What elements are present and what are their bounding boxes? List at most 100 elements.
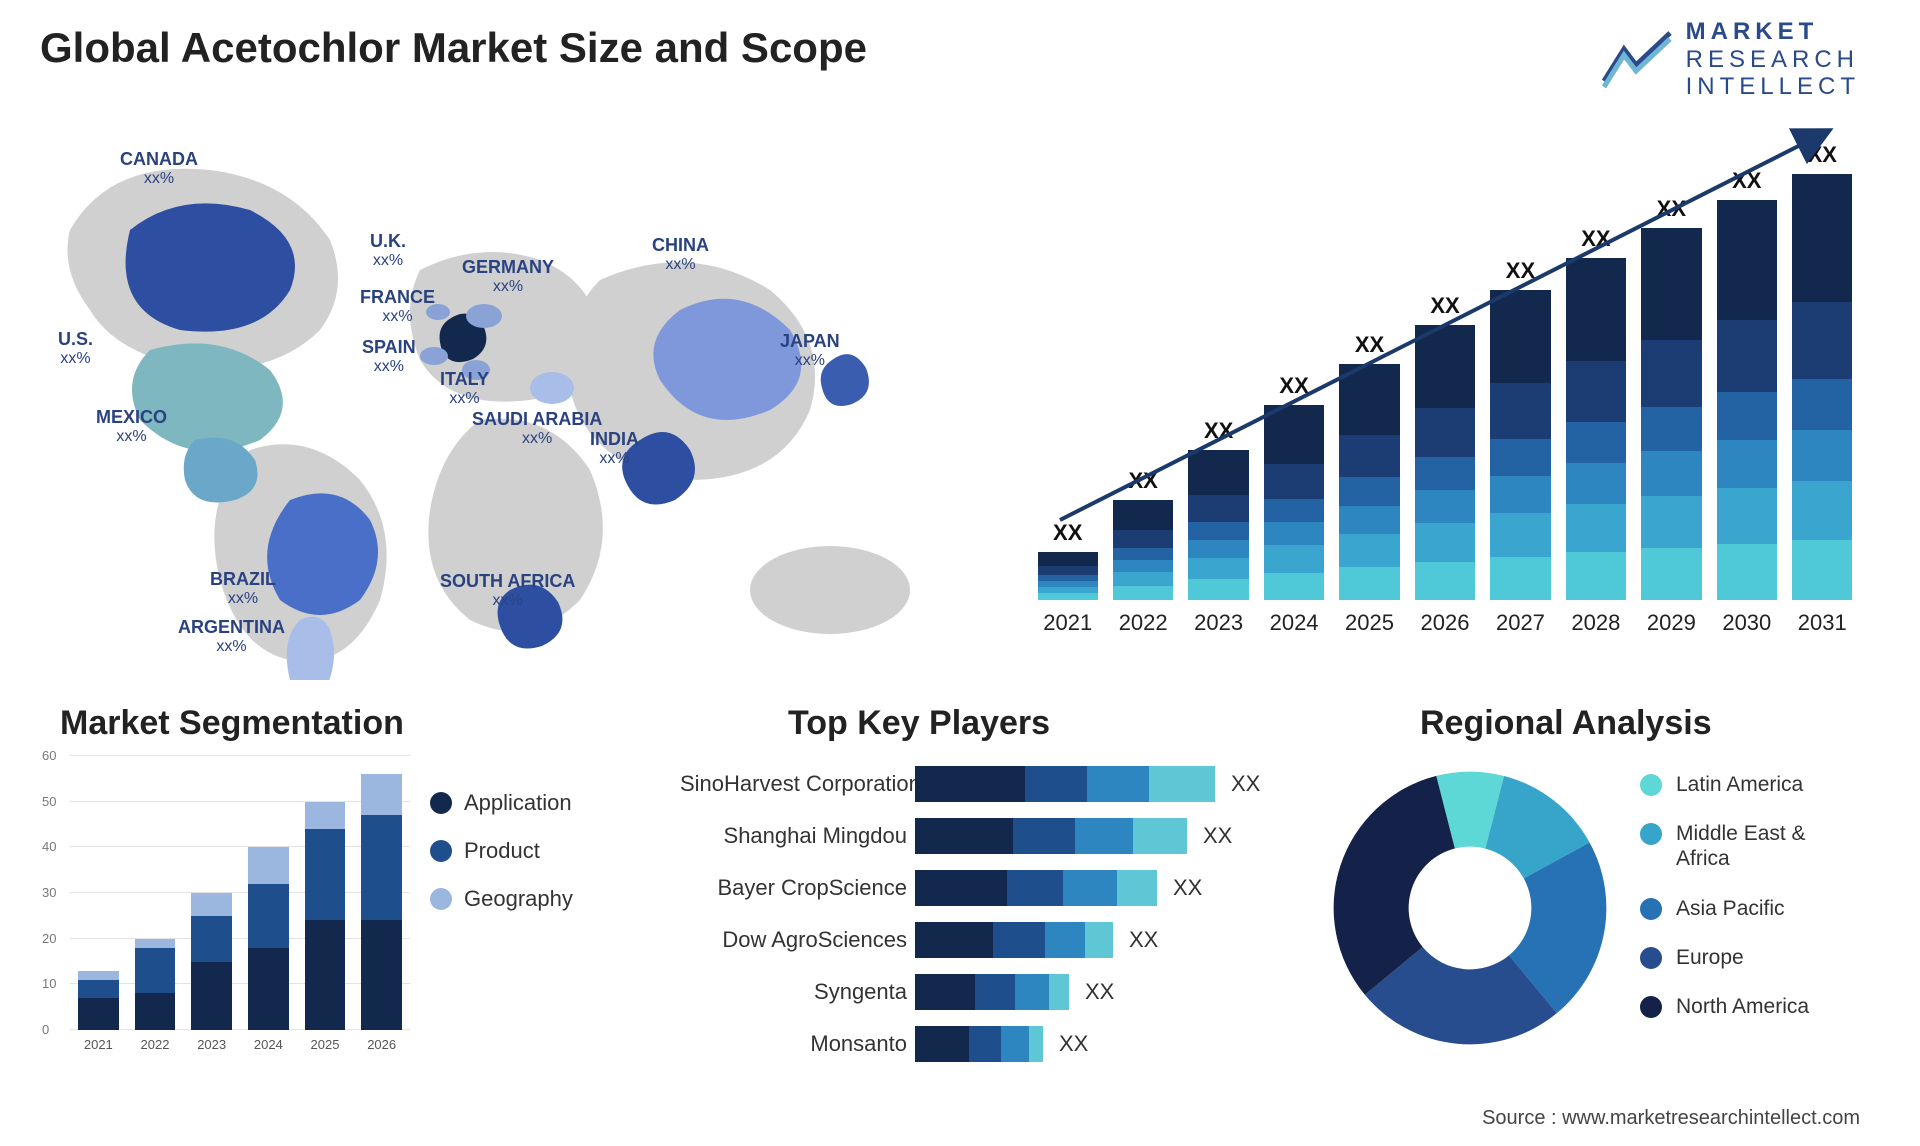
main-bar-year: 2025: [1345, 610, 1394, 636]
region-legend-item: Middle East & Africa: [1640, 821, 1860, 871]
seg-bar: [78, 971, 119, 1030]
map-label: MEXICOxx%: [96, 408, 167, 445]
source-text: Source : www.marketresearchintellect.com: [1482, 1107, 1860, 1130]
segmentation-chart: 0102030405060 202120222023202420252026: [40, 756, 410, 1056]
main-bar: [1792, 174, 1852, 600]
main-bar-value: XX: [1204, 418, 1233, 444]
map-label: GERMANYxx%: [462, 258, 554, 295]
seg-bar: [135, 939, 176, 1030]
main-bar: [1490, 290, 1550, 600]
main-bar-year: 2022: [1119, 610, 1168, 636]
seg-legend-item: Product: [430, 838, 573, 864]
logo-line2: RESEARCH: [1686, 46, 1860, 74]
region-legend-item: Asia Pacific: [1640, 896, 1860, 921]
region-legend-item: Latin America: [1640, 772, 1860, 797]
main-bar: [1113, 500, 1173, 600]
segmentation-title: Market Segmentation: [60, 704, 404, 743]
main-bar-value: XX: [1279, 373, 1308, 399]
main-bar-year: 2024: [1270, 610, 1319, 636]
player-name: Shanghai Mingdou: [680, 823, 915, 849]
main-bar-year: 2028: [1571, 610, 1620, 636]
map-label: BRAZILxx%: [210, 570, 276, 607]
map-label: CANADAxx%: [120, 150, 198, 187]
seg-year-label: 2026: [367, 1037, 396, 1052]
world-map: CANADAxx% U.S.xx% MEXICOxx% BRAZILxx% ARGENT…: [40, 140, 960, 680]
player-name: Syngenta: [680, 979, 915, 1005]
map-label: U.K.xx%: [370, 232, 406, 269]
main-bar-year: 2023: [1194, 610, 1243, 636]
players-title: Top Key Players: [788, 704, 1050, 743]
map-label: U.S.xx%: [58, 330, 93, 367]
region-legend-item: Europe: [1640, 945, 1860, 970]
main-bar-value: XX: [1732, 168, 1761, 194]
main-bar-value: XX: [1355, 332, 1384, 358]
seg-bar: [191, 893, 232, 1030]
main-bar-value: XX: [1657, 196, 1686, 222]
seg-bar: [361, 774, 402, 1030]
regional-legend: Latin America Middle East & Africa Asia Pa…: [1640, 772, 1860, 1043]
segmentation-legend: Application Product Geography: [430, 790, 573, 934]
main-bar: [1339, 364, 1399, 600]
main-bar-value: XX: [1506, 258, 1535, 284]
logo-line3: INTELLECT: [1686, 73, 1860, 101]
player-value: XX: [1231, 771, 1260, 797]
seg-year-label: 2025: [311, 1037, 340, 1052]
player-bar: [915, 1026, 1043, 1062]
main-bar: [1641, 228, 1701, 600]
main-bar-value: XX: [1808, 142, 1837, 168]
seg-year-label: 2021: [84, 1037, 113, 1052]
player-value: XX: [1059, 1031, 1088, 1057]
main-bar: [1188, 450, 1248, 600]
player-row: Syngenta XX: [680, 968, 1300, 1016]
player-bar: [915, 870, 1157, 906]
map-label: JAPANxx%: [780, 332, 840, 369]
page-title: Global Acetochlor Market Size and Scope: [40, 24, 867, 72]
map-label: ARGENTINAxx%: [178, 618, 285, 655]
player-row: Monsanto XX: [680, 1020, 1300, 1068]
main-bar-chart: XX2021XX2022XX2023XX2024XX2025XX2026XX20…: [1030, 150, 1860, 640]
main-bar-year: 2031: [1798, 610, 1847, 636]
main-bar-value: XX: [1430, 293, 1459, 319]
player-name: Bayer CropScience: [680, 875, 915, 901]
main-bar: [1264, 405, 1324, 600]
main-bar: [1038, 552, 1098, 600]
seg-legend-item: Application: [430, 790, 573, 816]
main-bar-value: XX: [1581, 226, 1610, 252]
map-label: ITALYxx%: [440, 370, 489, 407]
player-name: SinoHarvest Corporation: [680, 771, 915, 797]
map-label: SAUDI ARABIAxx%: [472, 410, 602, 447]
map-label: SPAINxx%: [362, 338, 416, 375]
seg-bar: [248, 847, 289, 1030]
player-bar: [915, 766, 1215, 802]
player-bar: [915, 974, 1069, 1010]
player-value: XX: [1129, 927, 1158, 953]
player-name: Monsanto: [680, 1031, 915, 1057]
brand-logo: MARKET RESEARCH INTELLECT: [1602, 18, 1860, 101]
player-row: Bayer CropScience XX: [680, 864, 1300, 912]
main-bar-year: 2030: [1722, 610, 1771, 636]
player-bar: [915, 922, 1113, 958]
player-row: Shanghai MingdouXX: [680, 812, 1300, 860]
player-row: Dow AgroSciences XX: [680, 916, 1300, 964]
player-value: XX: [1085, 979, 1114, 1005]
main-bar-year: 2026: [1421, 610, 1470, 636]
regional-donut: [1320, 758, 1620, 1058]
player-value: XX: [1173, 875, 1202, 901]
seg-bar: [305, 802, 346, 1030]
seg-year-label: 2022: [141, 1037, 170, 1052]
main-bar-year: 2027: [1496, 610, 1545, 636]
player-name: Dow AgroSciences: [680, 927, 915, 953]
main-bar-value: XX: [1128, 468, 1157, 494]
main-bar: [1717, 200, 1777, 600]
main-bar: [1415, 325, 1475, 600]
map-label: SOUTH AFRICAxx%: [440, 572, 575, 609]
main-bar: [1566, 258, 1626, 600]
seg-legend-item: Geography: [430, 886, 573, 912]
map-label: CHINAxx%: [652, 236, 709, 273]
seg-year-label: 2024: [254, 1037, 283, 1052]
main-bar-value: XX: [1053, 520, 1082, 546]
logo-line1: MARKET: [1686, 18, 1860, 46]
map-label: INDIAxx%: [590, 430, 639, 467]
map-label: FRANCExx%: [360, 288, 435, 325]
players-chart: SinoHarvest Corporation XX Shanghai Mingdo…: [680, 760, 1300, 1072]
